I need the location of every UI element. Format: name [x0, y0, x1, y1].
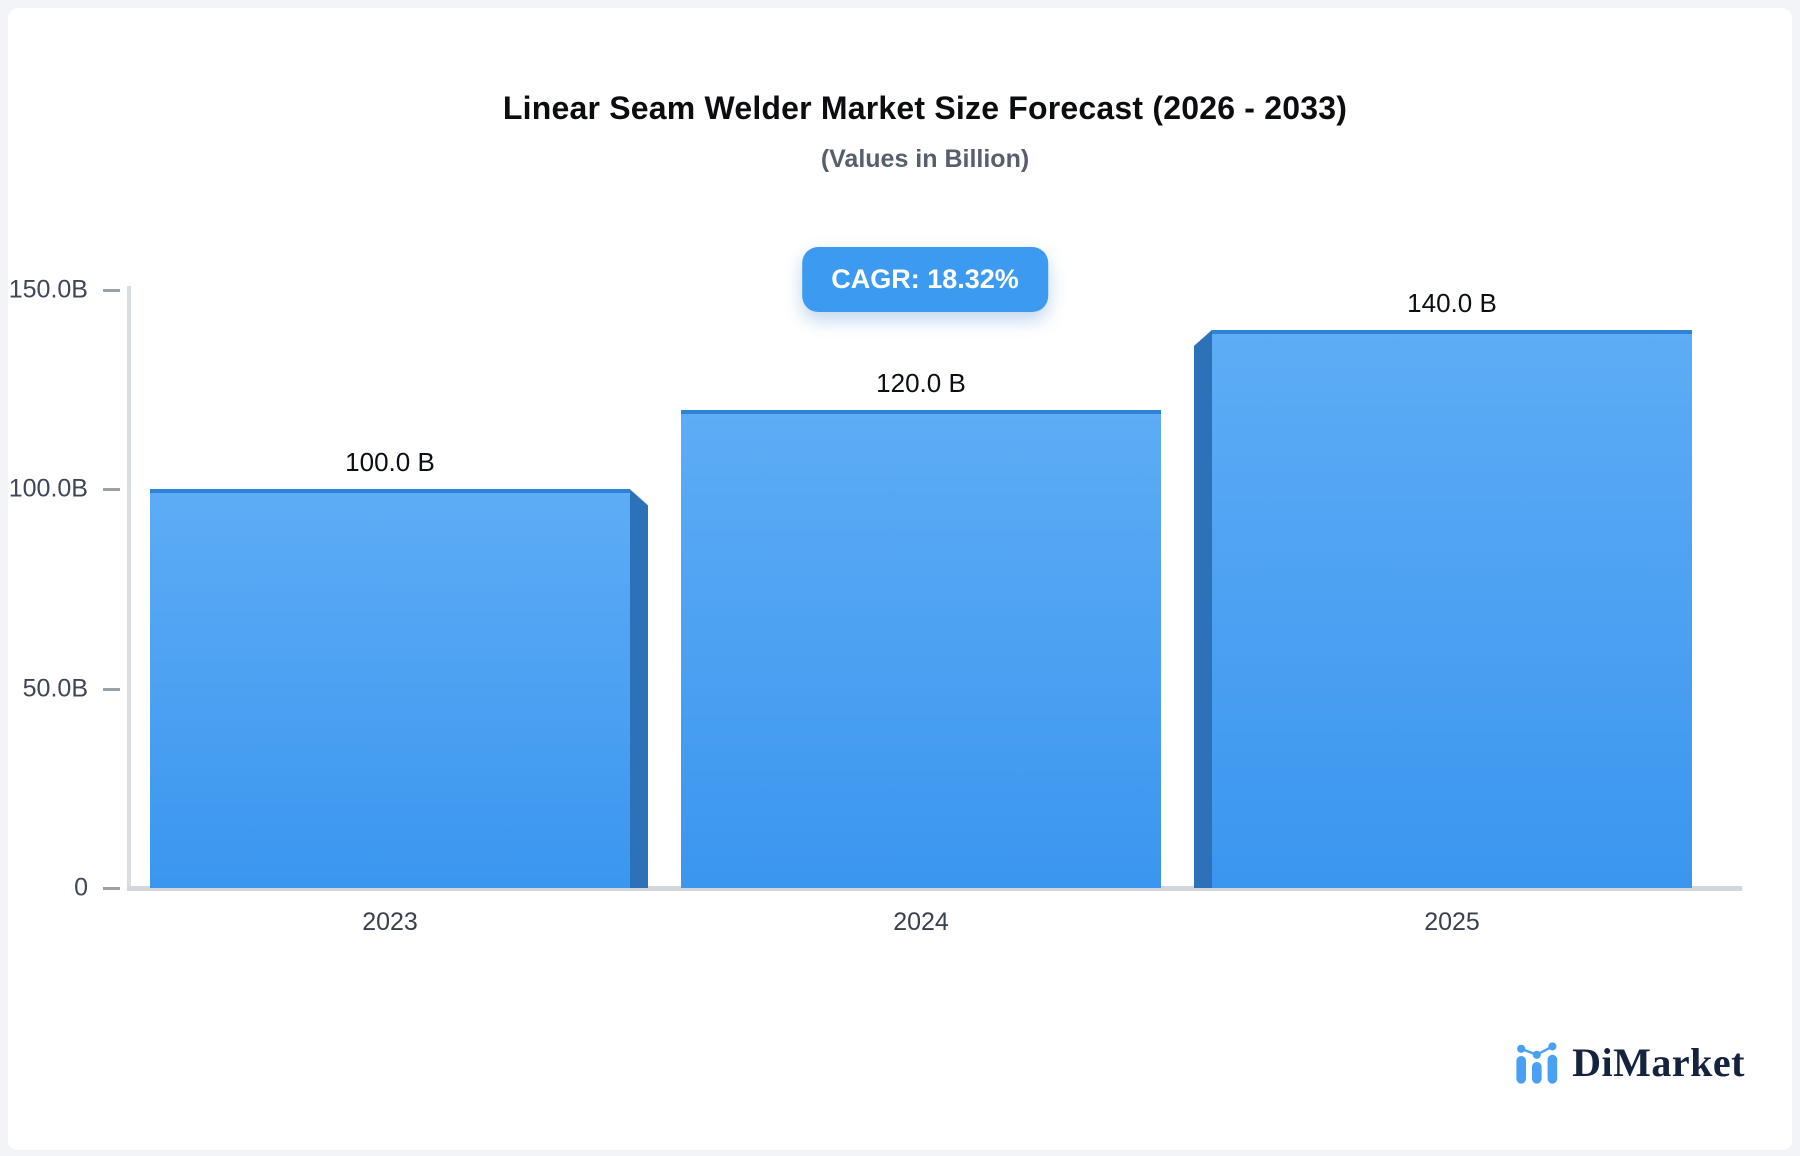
chart-subtitle: (Values in Billion): [820, 145, 1030, 173]
y-axis-tick: [103, 887, 120, 890]
bar[interactable]: [1212, 329, 1692, 888]
dimarket-logo: DiMarket: [1514, 1038, 1745, 1086]
x-axis-category-label: 2025: [1424, 908, 1480, 936]
y-axis-tick-label: 50.0B: [22, 674, 88, 703]
bar-line-chart-icon: [1516, 1042, 1558, 1084]
x-axis-category-label: 2023: [362, 908, 418, 936]
y-axis-tick-label: 100.0B: [8, 474, 88, 503]
bar-3d-side: [1194, 329, 1212, 888]
chart-title: Linear Seam Welder Market Size Forecast …: [502, 90, 1348, 126]
y-axis-tick: [103, 488, 120, 492]
bar-value-label: 100.0 B: [345, 447, 435, 478]
y-axis-tick: [103, 687, 120, 691]
y-axis-line: [127, 286, 131, 888]
bar[interactable]: [681, 409, 1161, 888]
chart-header: Linear Seam Welder Market Size Forecast …: [60, 0, 1790, 174]
y-axis-tick: [103, 289, 120, 292]
y-axis-tick-label: 0: [74, 873, 88, 902]
x-axis-category-label: 2024: [893, 908, 949, 936]
logo-text: DiMarket: [1572, 1039, 1745, 1085]
x-axis-line: [127, 886, 1742, 891]
y-axis-tick-label: 150.0B: [8, 275, 88, 304]
bar-value-label: 120.0 B: [876, 367, 966, 398]
bar-value-label: 140.0 B: [1407, 287, 1497, 318]
bar-3d-side: [630, 489, 648, 888]
cagr-badge: CAGR: 18.32%: [802, 247, 1048, 312]
bar[interactable]: [150, 489, 630, 888]
